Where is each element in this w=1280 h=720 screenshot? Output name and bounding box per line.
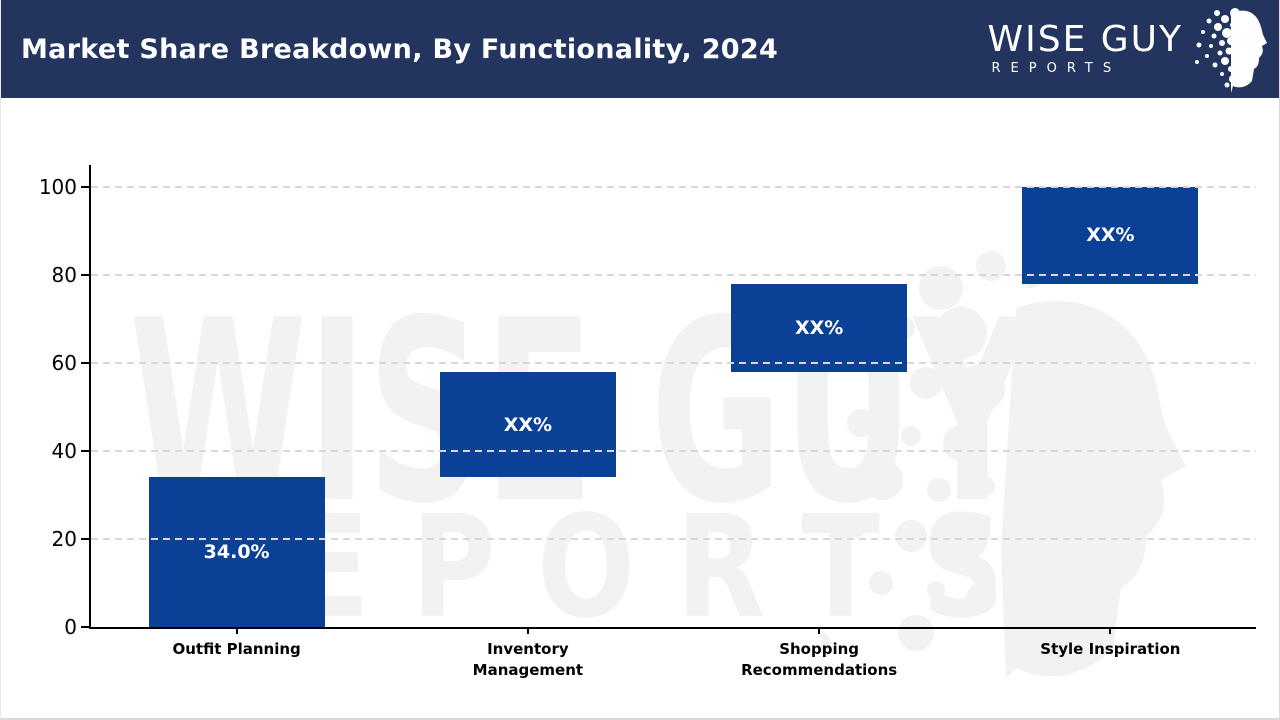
bar-value-label: XX% [503, 413, 553, 436]
x-tick-mark [1109, 627, 1112, 634]
x-category-label: Shopping Recommendations [741, 640, 898, 679]
y-tick-label: 60 [51, 351, 77, 375]
plot-area: 0 20 40 60 80 100 34.0% Outfit Planning XX% Inven… [39, 165, 1256, 679]
gridline-20 [91, 538, 1256, 540]
logo-wordmark: WISE GUY [987, 19, 1183, 60]
x-tick-mark [526, 627, 529, 634]
gridline-60 [91, 362, 1256, 364]
y-tick-label: 100 [38, 175, 77, 199]
x-category-label: Style Inspiration [1040, 640, 1181, 658]
bar-segment[interactable]: XX% [1022, 187, 1199, 284]
gridline-40 [91, 450, 1256, 452]
bar-value-label: XX% [1086, 224, 1135, 247]
bar-value-label: XX% [794, 316, 844, 339]
y-tick-label: 20 [51, 527, 77, 551]
gridline-100 [91, 186, 1256, 188]
bar-value-label: 34.0% [203, 541, 270, 564]
y-tick-label: 0 [64, 615, 77, 639]
gridline-80 [91, 274, 1256, 276]
bar-segment[interactable]: 34.0% [148, 477, 325, 627]
header: Market Share Breakdown, By Functionality… [1, 0, 1279, 98]
x-category-label: Inventory Management [472, 640, 584, 679]
x-tick-mark [818, 627, 821, 634]
logo-text: WISE GUY REPORTS [987, 19, 1184, 77]
y-tick-mark [81, 538, 89, 540]
x-tick-mark [235, 627, 238, 634]
y-tick-mark [81, 274, 89, 276]
logo-subtitle: REPORTS [991, 61, 1122, 76]
y-tick-label: 40 [51, 439, 77, 463]
chart: WISE GUY REPORTS 0 20 40 60 80 100 34.0% Outfit… [1, 98, 1279, 718]
bar-segment[interactable]: XX% [439, 371, 616, 478]
y-tick-mark [81, 362, 89, 364]
bar-segment[interactable]: XX% [731, 283, 908, 372]
y-tick-label: 80 [51, 263, 77, 287]
y-tick-mark [81, 626, 89, 628]
x-category-label: Outfit Planning [172, 640, 301, 658]
wiseguy-logo: WISE GUY REPORTS [988, 5, 1270, 93]
page-title: Market Share Breakdown, By Functionality… [21, 33, 779, 65]
logo-head-icon [1195, 8, 1267, 93]
y-tick-mark [81, 186, 89, 188]
y-tick-mark [81, 450, 89, 452]
